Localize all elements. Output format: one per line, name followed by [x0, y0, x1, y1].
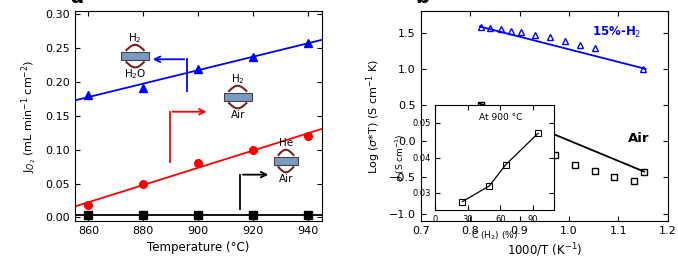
Text: b: b [416, 0, 430, 7]
Y-axis label: J$_{O_2}$ (mL min$^{-1}$ cm$^{-2}$): J$_{O_2}$ (mL min$^{-1}$ cm$^{-2}$) [20, 59, 39, 172]
Bar [224, 93, 252, 101]
Text: He: He [279, 138, 293, 148]
Bar [121, 52, 149, 60]
Text: H$_2$: H$_2$ [231, 72, 245, 86]
Y-axis label: Log ($\sigma$*T) (S cm$^{-1}$ K): Log ($\sigma$*T) (S cm$^{-1}$ K) [365, 58, 383, 174]
Text: Air: Air [629, 132, 650, 145]
Text: Air: Air [231, 110, 245, 120]
Text: Air: Air [279, 174, 293, 184]
Text: 15%-H$_2$: 15%-H$_2$ [593, 25, 642, 39]
X-axis label: Temperature (°C): Temperature (°C) [147, 241, 250, 254]
X-axis label: 1000/T (K$^{-1}$): 1000/T (K$^{-1}$) [506, 241, 582, 259]
Text: H$_2$O: H$_2$O [124, 67, 146, 81]
Text: H$_2$: H$_2$ [128, 31, 142, 45]
Bar [273, 157, 298, 165]
Text: a: a [70, 0, 83, 7]
